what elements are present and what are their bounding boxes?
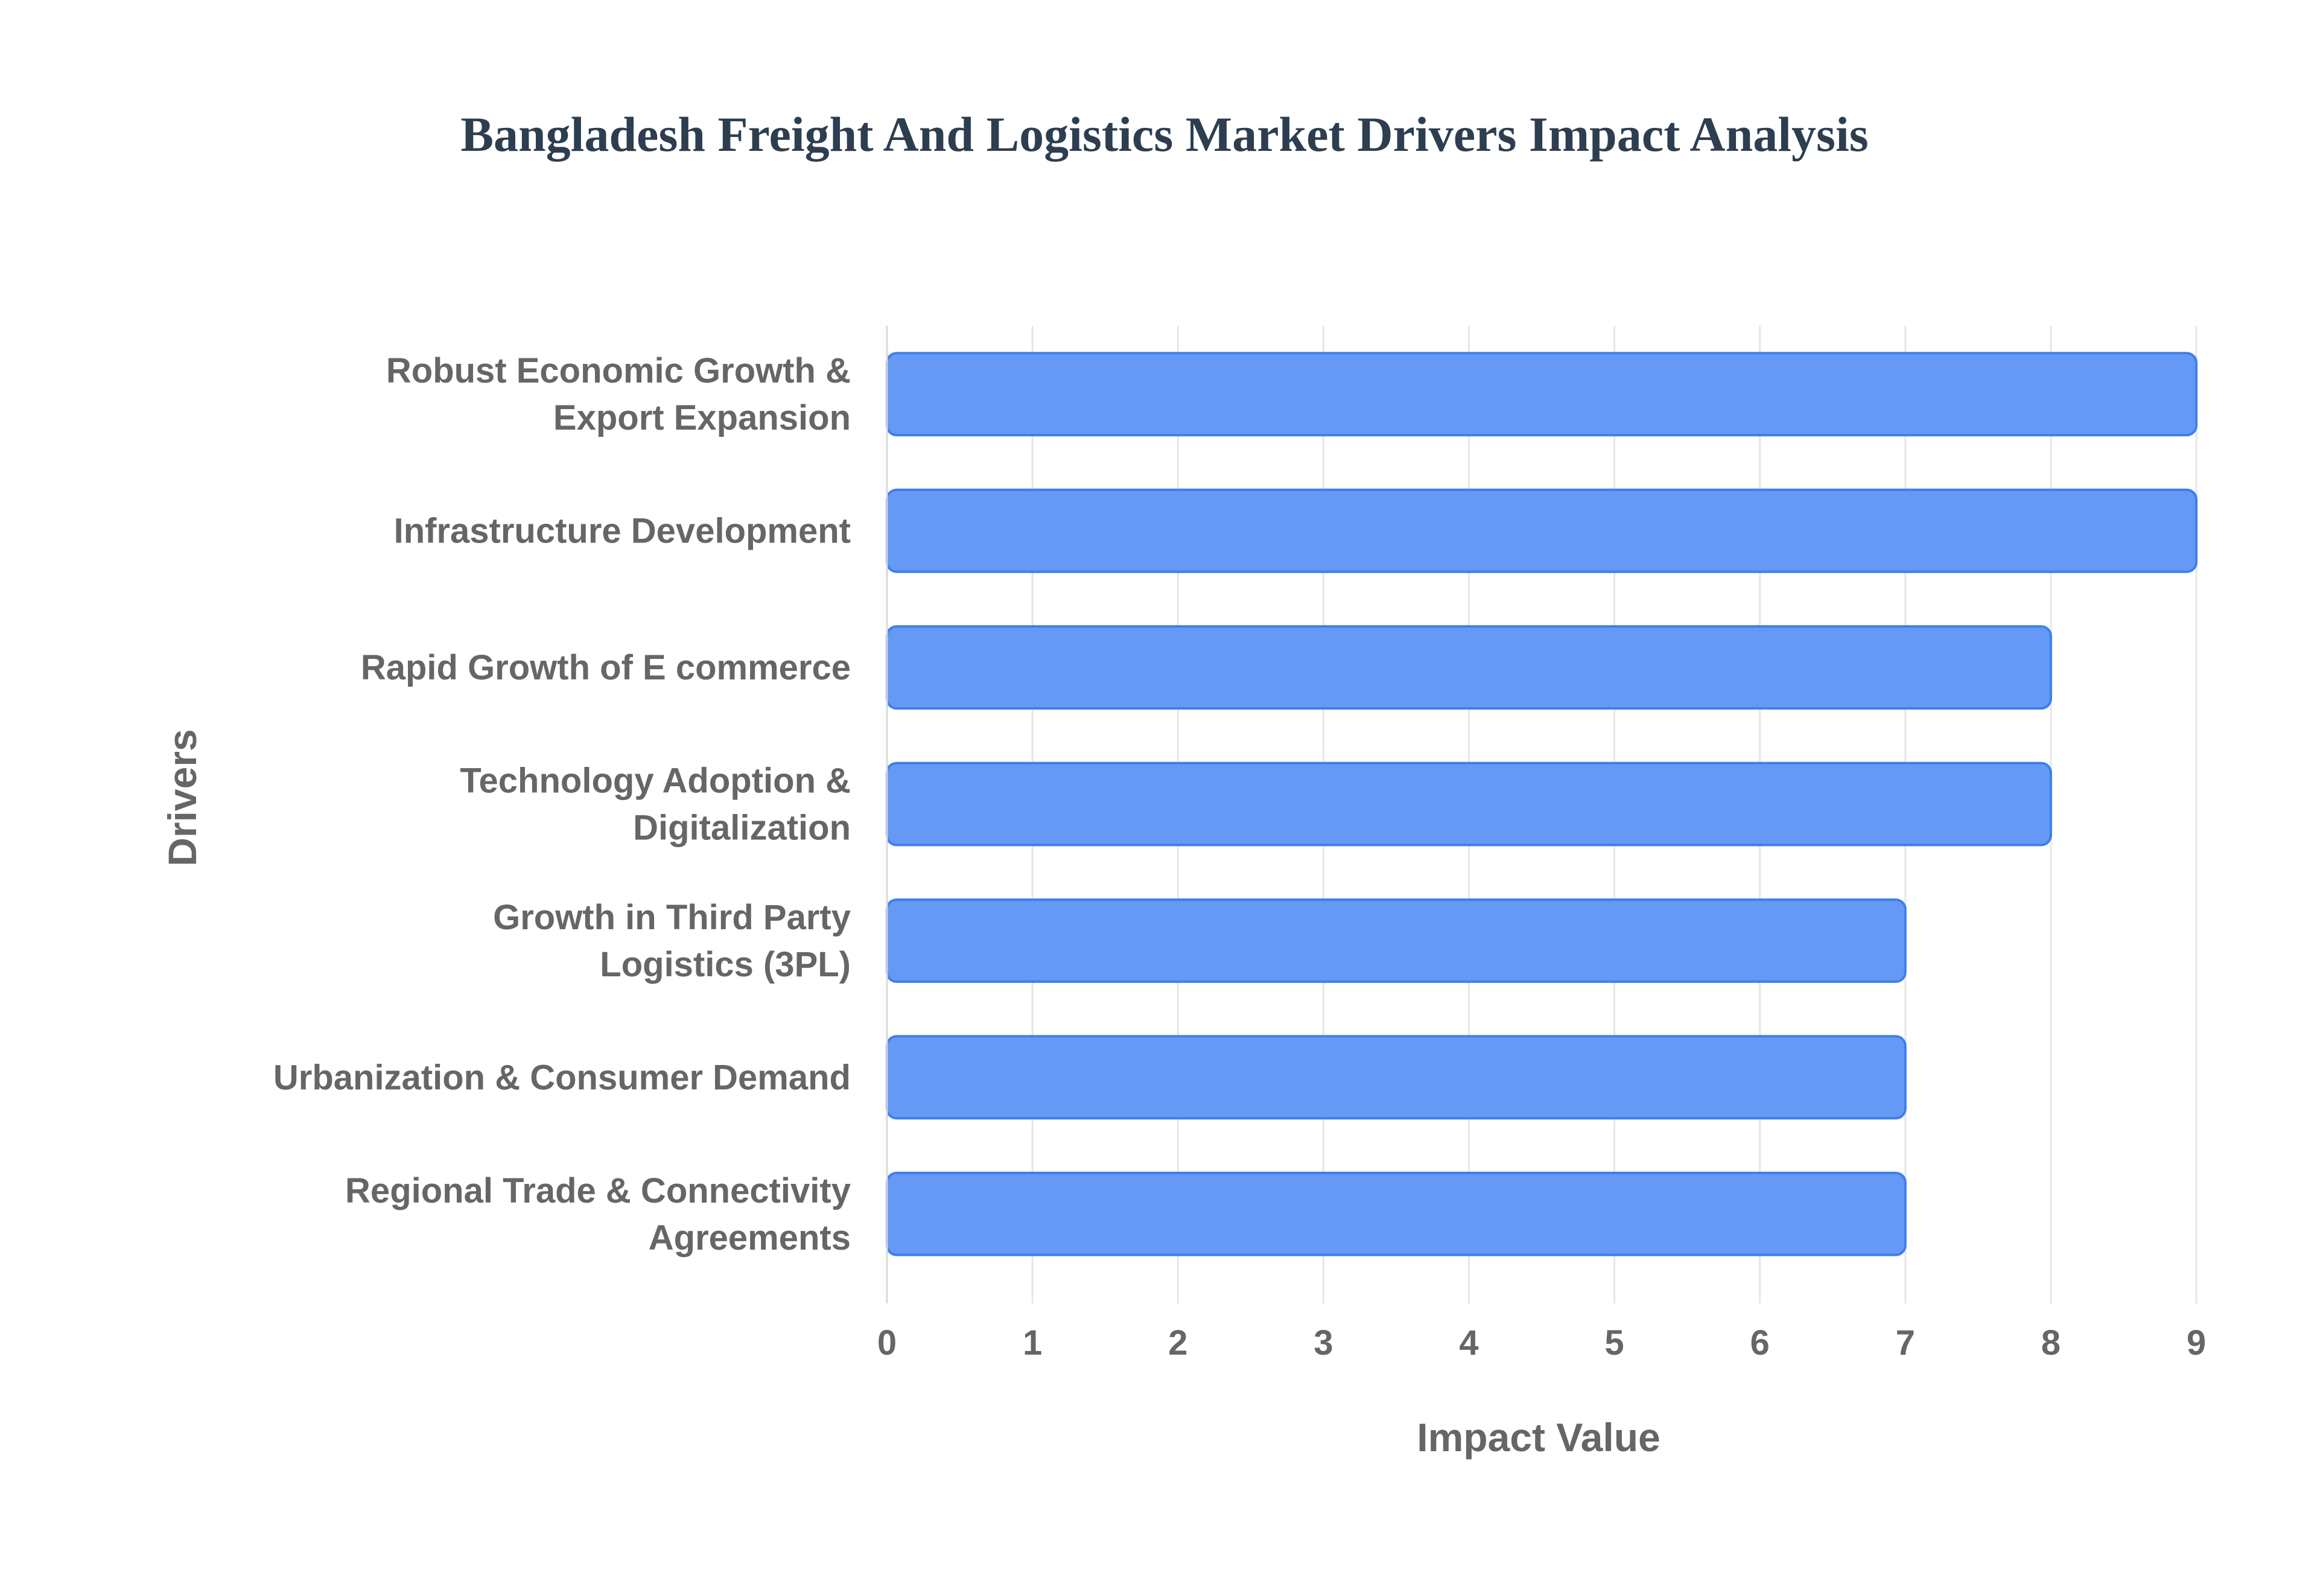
- category-label: Rapid Growth of E commerce: [361, 648, 851, 687]
- bar: [886, 1171, 1907, 1256]
- category-label: Export Expansion: [553, 398, 851, 437]
- x-tick-label: 5: [1604, 1323, 1624, 1362]
- category-label: Agreements: [649, 1218, 851, 1257]
- bar: [886, 1035, 1907, 1120]
- x-axis-title: Impact Value: [1417, 1415, 1661, 1460]
- x-tick-label: 3: [1314, 1323, 1333, 1362]
- y-axis-title: Drivers: [160, 729, 205, 866]
- category-label: Regional Trade & Connectivity: [345, 1171, 851, 1210]
- category-label: Growth in Third Party: [493, 898, 851, 937]
- category-label: Digitalization: [633, 809, 851, 848]
- category-labels: Robust Economic Growth & Export Expansion…: [273, 351, 851, 1257]
- bar: [886, 352, 2198, 437]
- category-label: Technology Adoption &: [460, 761, 851, 801]
- bar: [886, 625, 2052, 710]
- category-label: Urbanization & Consumer Demand: [273, 1058, 851, 1097]
- bar: [886, 761, 2052, 847]
- x-tick-labels: 0 1 2 3 4 5 6 7 8 9: [877, 1323, 2206, 1362]
- category-label: Logistics (3PL): [600, 945, 851, 984]
- x-tick-label: 7: [1896, 1323, 1915, 1362]
- x-tick-label: 9: [2187, 1323, 2206, 1362]
- category-label: Robust Economic Growth &: [386, 351, 851, 390]
- x-tick-label: 6: [1750, 1323, 1770, 1362]
- x-tick-label: 0: [877, 1323, 897, 1362]
- bar-layer: [886, 352, 2198, 1256]
- x-tick-label: 1: [1023, 1323, 1042, 1362]
- category-label: Infrastructure Development: [394, 512, 851, 551]
- x-tick-label: 2: [1168, 1323, 1187, 1362]
- x-tick-label: 4: [1459, 1323, 1478, 1362]
- bar: [886, 898, 1907, 983]
- bar: [886, 488, 2198, 573]
- x-tick-label: 8: [2041, 1323, 2061, 1362]
- chart-title: Bangladesh Freight And Logistics Market …: [460, 107, 1868, 162]
